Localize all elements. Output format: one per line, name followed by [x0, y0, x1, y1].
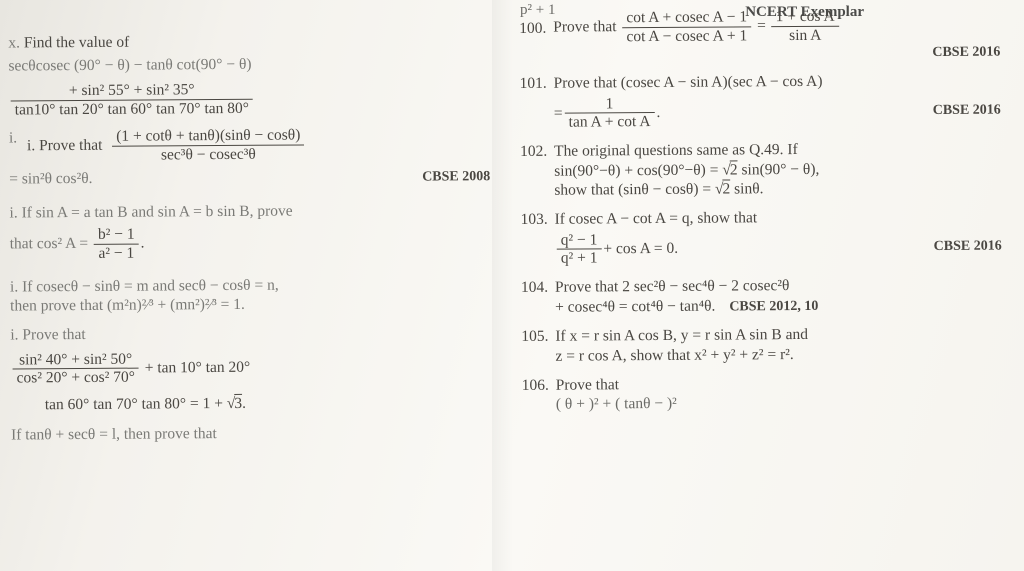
l1: Prove that (cosec A − sin A)(sec A − cos…: [554, 71, 1001, 93]
q100: 100. Prove that cot A + cosec A − 1 cot …: [519, 7, 1000, 64]
fraction: + sin² 55° + sin² 35° tan10° tan 20° tan…: [11, 81, 253, 119]
l2c: .: [242, 395, 246, 412]
text: Find the value of: [24, 34, 130, 52]
lead: i. Prove that: [27, 137, 102, 155]
n: 1 + cos A: [772, 8, 839, 27]
cbse-tag: CBSE 2016: [519, 43, 1000, 64]
n: q² − 1: [557, 231, 602, 250]
q-num: 101.: [520, 74, 554, 94]
page: x. Find the value of secθcosec (90° − θ)…: [0, 0, 1024, 571]
q-num: 104.: [521, 278, 555, 298]
l3a: show that (sinθ − cosθ) =: [554, 180, 715, 198]
l1: If cosec A − cot A = q, show that: [554, 207, 1001, 229]
cbse-tag: CBSE 2016: [933, 102, 1001, 120]
n: 1: [564, 95, 654, 114]
l2: + cosec⁴θ = cot⁴θ − tan⁴θ.: [555, 297, 715, 315]
d: sin A: [772, 27, 839, 45]
den: cos² 20° + cos² 70°: [13, 369, 139, 388]
den: a² − 1: [94, 244, 139, 262]
n: cot A + cosec A − 1: [622, 8, 751, 28]
q-prove-sec3: i. i. Prove that (1 + cotθ + tanθ)(sinθ …: [9, 126, 490, 189]
den: tan10° tan 20° tan 60° tan 70° tan 80°: [11, 99, 253, 119]
d: q² + 1: [557, 250, 602, 268]
s2b: 2: [721, 180, 730, 197]
fraction-row: + sin² 55° + sin² 35° tan10° tan 20° tan…: [9, 79, 490, 119]
fraction: sin² 40° + sin² 50° cos² 20° + cos² 70°: [12, 350, 139, 388]
q-num: 102.: [520, 142, 554, 162]
l1: Prove that 2 sec²θ − sec⁴θ − 2 cosec²θ: [555, 275, 1002, 297]
l2: then prove that (m²n)²⁄³ + (mn²)²⁄³ = 1.: [10, 293, 491, 316]
tail: = sin²θ cos²θ.: [9, 167, 412, 189]
l2c: sin(90° − θ),: [738, 160, 820, 178]
cbse-tag: CBSE 2012, 10: [729, 298, 818, 314]
f1: cot A + cosec A − 1 cot A − cosec A + 1: [622, 8, 751, 46]
frac: 1 tan A + cot A: [564, 95, 654, 132]
q-num: x.: [8, 34, 20, 51]
q101: 101. Prove that (cosec A − sin A)(sec A …: [520, 71, 1001, 132]
cbse-tag: CBSE 2016: [934, 238, 1002, 256]
left-column: x. Find the value of secθcosec (90° − θ)…: [8, 8, 493, 571]
lead: Prove that: [553, 18, 620, 35]
cut: ( θ + )² + ( tanθ − )²: [522, 392, 1003, 415]
tail: + cos A = 0.: [603, 239, 678, 259]
q-num: 106.: [522, 376, 556, 396]
d: tan A + cot A: [565, 113, 655, 131]
q-find-value: x. Find the value of secθcosec (90° − θ)…: [8, 30, 490, 119]
q-cut-bottom: If tanθ + secθ = l, then prove that: [11, 422, 492, 445]
l1: If x = r sin A cos B, y = r sin A sin B …: [555, 324, 1002, 346]
num: sin² 40° + sin² 50°: [12, 350, 138, 370]
num: b² − 1: [94, 225, 139, 244]
lead-lbl: i. If sin: [9, 204, 53, 221]
cbse-tag: CBSE 2008: [422, 168, 490, 186]
f2: 1 + cos A sin A: [772, 8, 839, 45]
tail: .: [141, 234, 145, 251]
den: sec³θ − cosec³θ: [112, 146, 304, 165]
q-num: 103.: [520, 210, 554, 230]
fraction: b² − 1 a² − 1: [94, 225, 139, 262]
d: cot A − cosec A + 1: [622, 27, 751, 46]
lbl: i. Prove that: [10, 322, 491, 345]
num: + sin² 55° + sin² 35°: [11, 81, 253, 102]
t: If cosecθ − sinθ = m and secθ − cosθ = n…: [22, 276, 279, 295]
q106: 106. Prove that ( θ + )² + ( tanθ − )²: [522, 372, 1003, 414]
l2a: sin(90°−θ) + cos(90°−θ) =: [554, 161, 722, 179]
q-big-tan: i. Prove that sin² 40° + sin² 50° cos² 2…: [10, 322, 492, 415]
q102: 102. The original questions same as Q.49…: [520, 139, 1001, 200]
line1: secθcosec (90° − θ) − tanθ cot(90° − θ): [8, 54, 489, 77]
q-num: i.: [9, 129, 27, 149]
num: (1 + cotθ + tanθ)(sinθ − cosθ): [112, 127, 304, 147]
frac: q² − 1 q² + 1: [557, 231, 602, 268]
pre: =: [554, 104, 563, 123]
q-num: 100.: [519, 18, 553, 38]
fraction: (1 + cotθ + tanθ)(sinθ − cosθ) sec³θ − c…: [112, 127, 304, 165]
q-sinA-cos2A: i. If sin A = a tan B and sin A = b sin …: [9, 200, 490, 263]
mid: + tan 10° tan 20°: [145, 358, 251, 376]
l1: Prove that: [556, 372, 1003, 394]
l3c: sinθ.: [730, 180, 763, 197]
lead: A = a tan B and sin A = b sin B, prove: [57, 202, 293, 221]
q105: 105. If x = r sin A cos B, y = r sin A s…: [521, 324, 1002, 366]
l1: The original questions same as Q.49. If: [554, 139, 1001, 161]
right-column: 100. Prove that cot A + cosec A − 1 cot …: [519, 5, 1004, 571]
tail: .: [656, 103, 660, 122]
lbl: i.: [10, 278, 18, 295]
q104: 104. Prove that 2 sec²θ − sec⁴θ − 2 cose…: [521, 275, 1002, 317]
lhs: that cos² A =: [10, 235, 89, 253]
q-mn: i. If cosecθ − sinθ = m and secθ − cosθ …: [10, 274, 491, 316]
eq: =: [757, 17, 770, 34]
l2a: tan 60° tan 70° tan 80° = 1 +: [45, 395, 227, 413]
l2: z = r cos A, show that x² + y² + z² = r²…: [521, 343, 1002, 366]
q-num: 105.: [521, 327, 555, 347]
q103: 103. If cosec A − cot A = q, show that q…: [520, 207, 1001, 268]
